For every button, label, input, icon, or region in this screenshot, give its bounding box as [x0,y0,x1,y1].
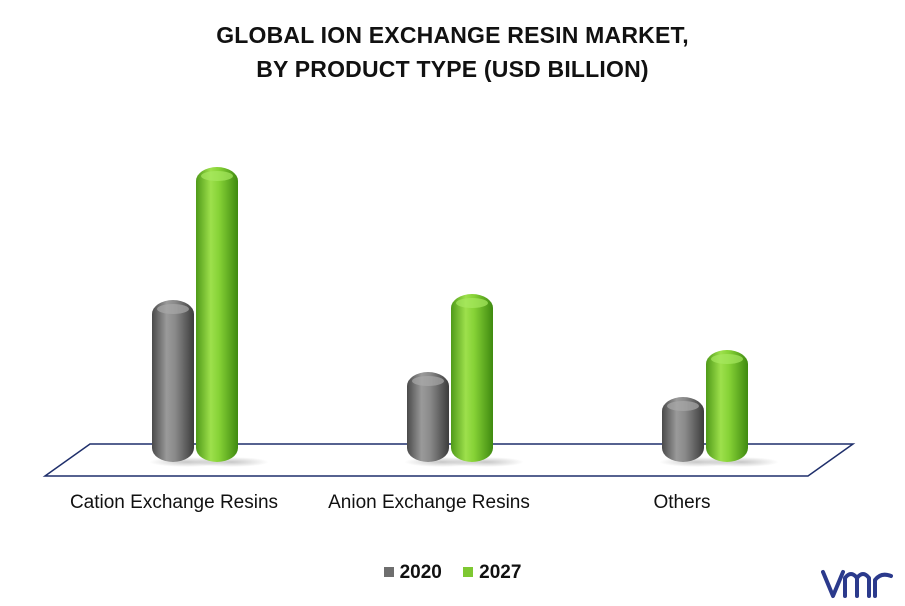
chart-title: GLOBAL ION EXCHANGE RESIN MARKET, BY PRO… [0,18,905,86]
bar-2020-0 [152,300,194,462]
bar-cap-2027-1 [456,298,488,308]
legend-label-2020: 2020 [399,562,442,583]
bar-2027-0 [196,167,238,462]
bar-2020-1 [407,372,449,462]
bar-cap-2020-2 [667,401,699,411]
floor-plane [42,443,856,477]
bar-cap-2020-1 [412,376,444,386]
legend: 2020 2027 [0,562,905,584]
bar-cap-2027-0 [201,171,233,181]
category-label-anion: Anion Exchange Resins [328,492,530,513]
vmr-logo [821,570,893,598]
chart-title-line1: GLOBAL ION EXCHANGE RESIN MARKET, [216,22,689,48]
category-label-cation: Cation Exchange Resins [69,492,279,513]
legend-label-2027: 2027 [479,562,522,583]
bar-cap-2020-0 [157,304,189,314]
legend-item-2027: 2027 [463,562,521,584]
legend-swatch-2020 [383,567,394,577]
bar-2027-1 [451,294,493,462]
category-label-others: Others [653,492,711,513]
chart-title-line2: BY PRODUCT TYPE (USD BILLION) [256,56,649,82]
bar-2027-2 [706,350,748,462]
legend-item-2020: 2020 [383,562,442,584]
bar-2020-2 [662,397,704,462]
bar-cap-2027-2 [711,354,743,364]
legend-swatch-2027 [463,567,474,577]
